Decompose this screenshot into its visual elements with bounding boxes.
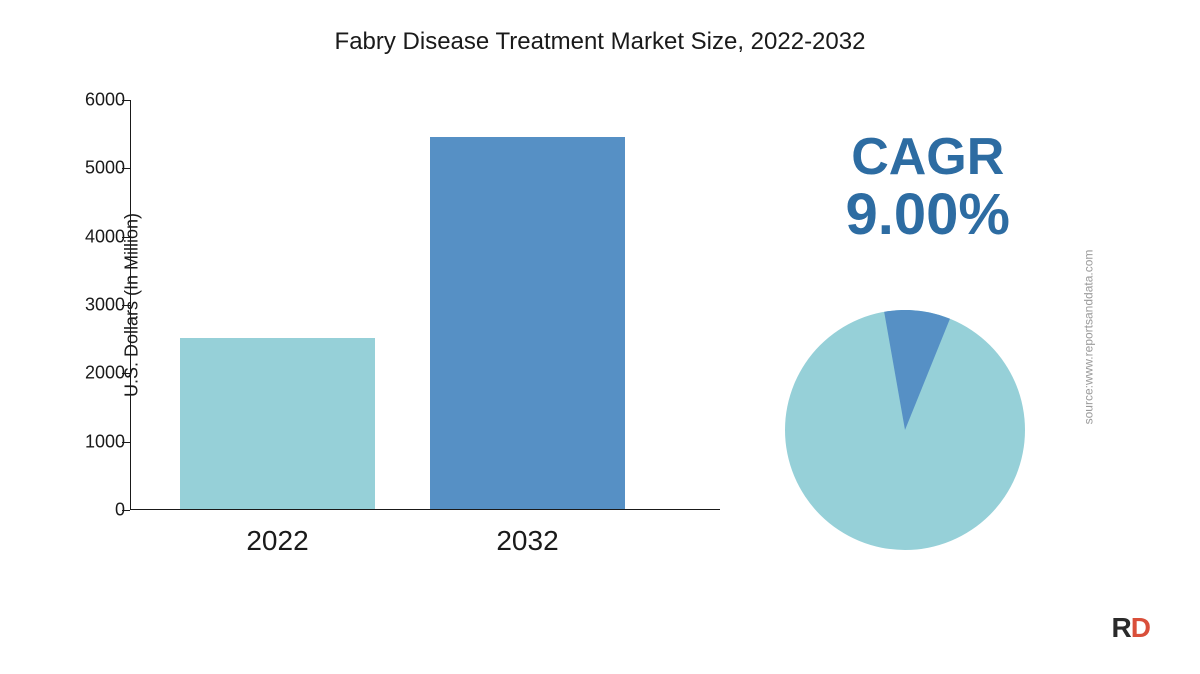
pie-chart [785, 310, 1025, 550]
x-axis-line [130, 509, 720, 510]
x-tick-label: 2022 [246, 525, 308, 557]
bar-chart: U.S. Dollars (In Million) 01000200030004… [130, 100, 720, 510]
chart-title: Fabry Disease Treatment Market Size, 202… [0, 28, 1200, 56]
cagr-value: 9.00% [846, 185, 1010, 246]
y-tick-label: 1000 [65, 431, 125, 452]
y-axis-line [130, 100, 131, 510]
logo: RD [1112, 612, 1150, 644]
y-tick-label: 2000 [65, 363, 125, 384]
logo-d: D [1131, 612, 1150, 643]
bar-2032 [430, 137, 625, 509]
source-attribution: source:www.reportsanddata.com [1082, 250, 1096, 425]
cagr-label: CAGR [846, 130, 1010, 185]
y-tick-label: 4000 [65, 226, 125, 247]
bar-2022 [180, 338, 375, 509]
cagr-block: CAGR 9.00% [846, 130, 1010, 245]
x-tick-label: 2032 [496, 525, 558, 557]
y-tick-label: 3000 [65, 295, 125, 316]
y-tick-label: 6000 [65, 90, 125, 111]
y-tick-label: 5000 [65, 158, 125, 179]
y-tick-label: 0 [65, 500, 125, 521]
logo-r: R [1112, 612, 1131, 643]
